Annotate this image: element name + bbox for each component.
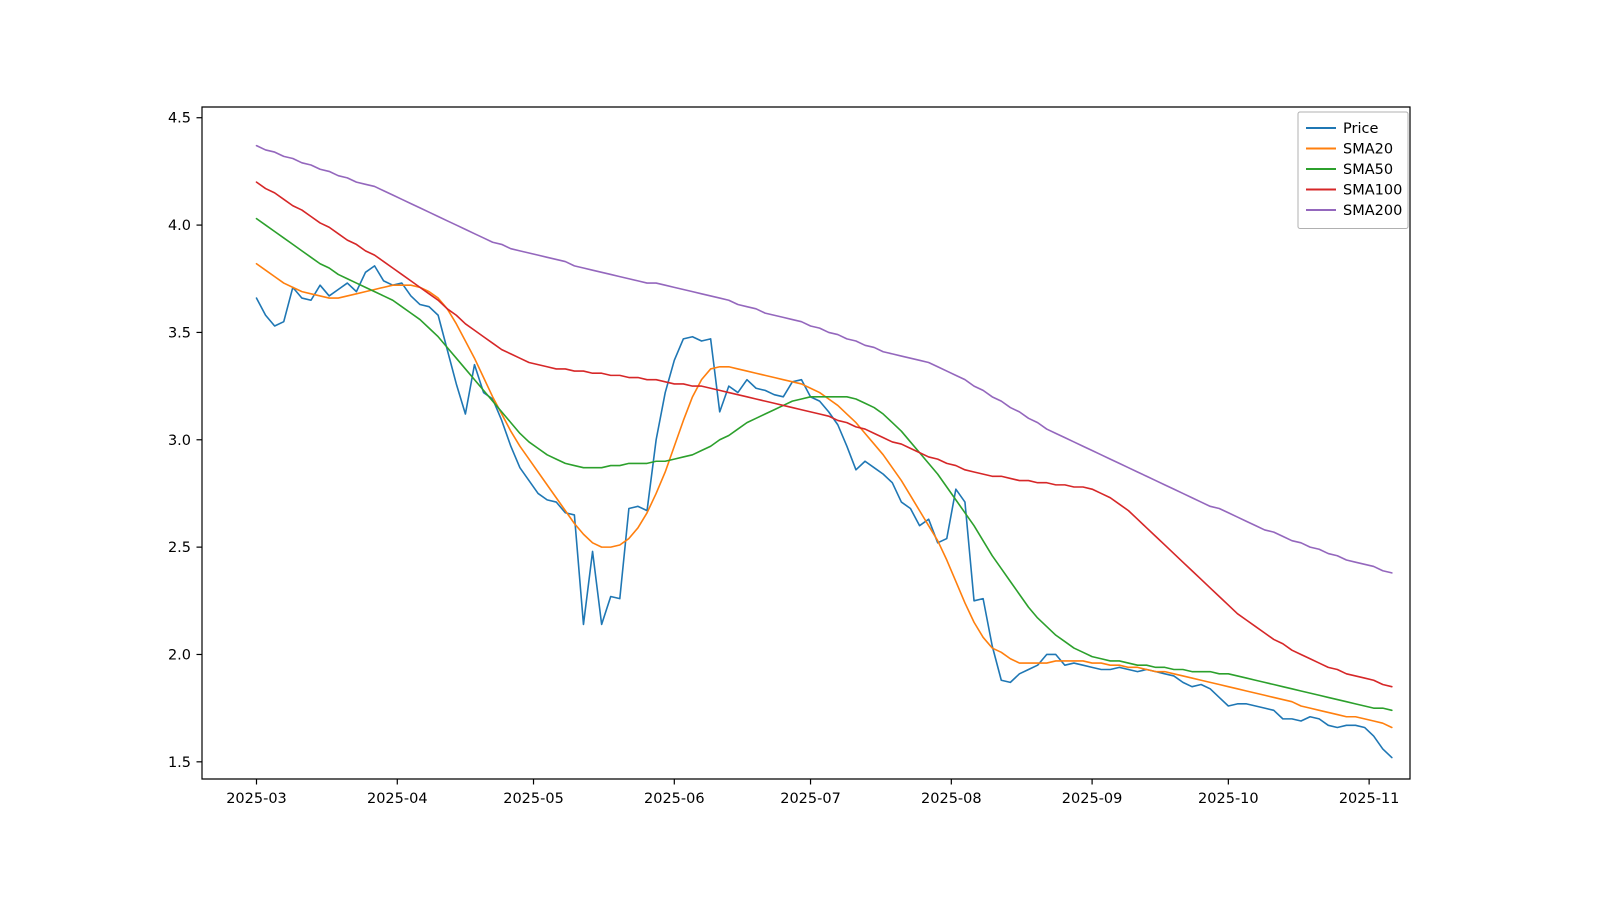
x-tick-label: 2025-11 [1339,791,1400,807]
axes-background [202,107,1410,779]
x-tick-label: 2025-04 [367,791,428,807]
y-tick-label: 2.0 [168,647,191,663]
legend-label-sma50: SMA50 [1343,162,1393,178]
legend-frame [1297,111,1409,229]
legend-label-price: Price [1343,121,1378,137]
y-tick-label: 4.0 [168,218,191,234]
x-axis-ticks: 2025-03 2025-04 2025-05 2025-06 2025-07 2025-… [226,779,1399,807]
legend: Price SMA20 SMA50 SMA100 SMA200 [1297,111,1409,229]
y-tick-label: 4.5 [168,111,191,127]
series-line-sma200 [255,144,1393,574]
series-group [255,144,1393,759]
series-line-sma50 [255,217,1393,712]
x-tick-label: 2025-10 [1198,791,1259,807]
axes-spines [201,106,1411,780]
x-tick-label: 2025-06 [644,791,705,807]
legend-label-sma100: SMA100 [1343,183,1402,199]
x-tick-label: 2025-09 [1062,791,1123,807]
axes-frame [201,106,1411,780]
legend-label-sma20: SMA20 [1343,142,1393,158]
x-tick-label: 2025-07 [780,791,841,807]
series-line-sma100 [255,181,1393,688]
x-tick-label: 2025-05 [503,791,564,807]
x-tick-label: 2025-03 [226,791,287,807]
y-tick-label: 1.5 [168,755,191,771]
y-tick-label: 3.5 [168,325,191,341]
x-tick-label: 2025-08 [921,791,982,807]
y-axis-ticks: 1.5 2.0 2.5 3.0 3.5 4.0 4.5 [168,111,202,771]
y-tick-label: 3.0 [168,433,191,449]
legend-label-sma200: SMA200 [1343,203,1402,219]
series-line-price [255,265,1393,759]
y-tick-label: 2.5 [168,540,191,556]
